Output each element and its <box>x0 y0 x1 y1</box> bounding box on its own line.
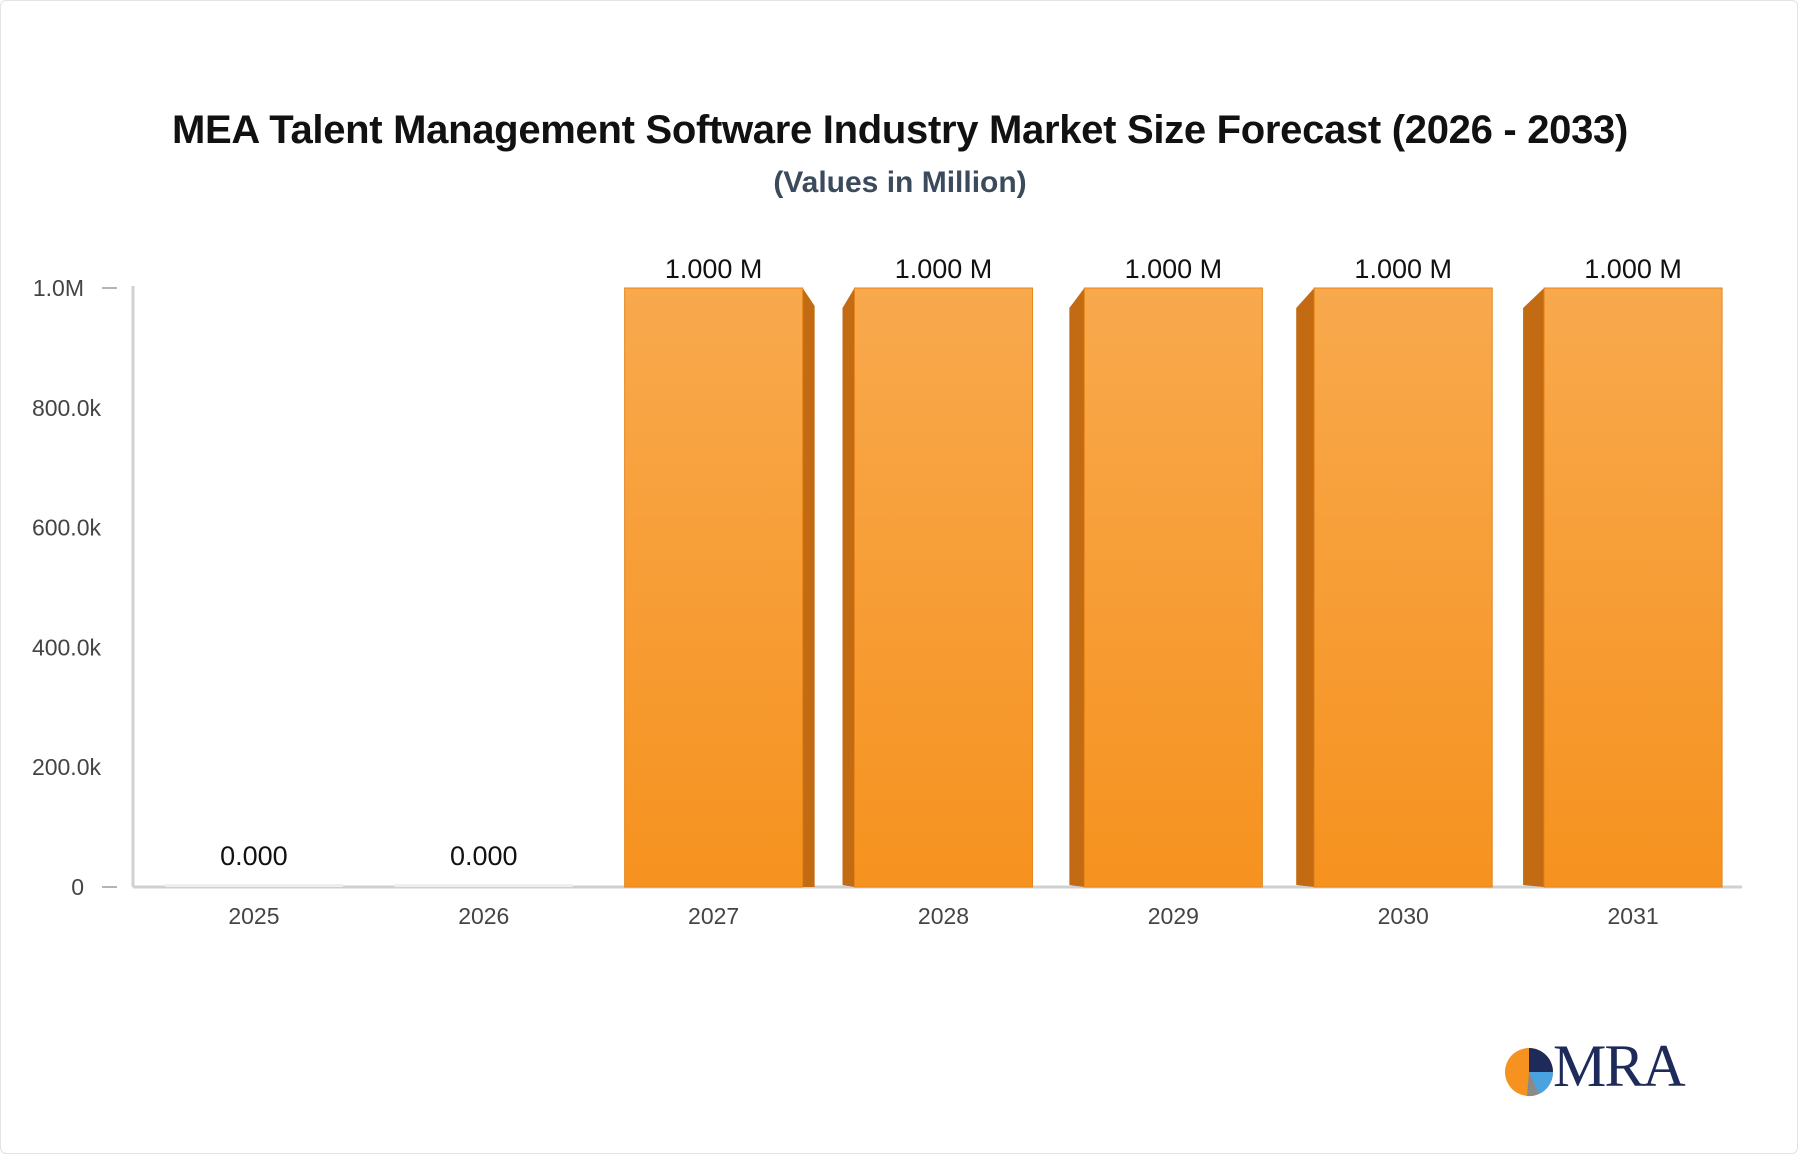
bar-data-label: 0.000 <box>450 841 518 871</box>
bar <box>164 884 343 887</box>
bar-side-face <box>842 288 855 887</box>
bar <box>1083 287 1263 888</box>
y-tick-label: 1.0M <box>33 275 84 301</box>
mra-logo: MRA <box>1505 1036 1705 1100</box>
chart-labels: 0.000 2025 0.000 2026 1.000 M 2027 1.000 M 2028… <box>220 254 1682 929</box>
chart-bars <box>164 287 1723 888</box>
logo-text: MRA <box>1553 1033 1686 1099</box>
bar <box>854 287 1033 888</box>
bar-data-label: 1.000 M <box>665 254 763 284</box>
chart-title: MEA Talent Management Software Industry … <box>171 108 1629 152</box>
bar <box>1543 287 1723 888</box>
bar-data-label: 1.000 M <box>1584 254 1682 284</box>
bar-side-face <box>802 288 815 887</box>
x-tick-label: 2027 <box>688 903 739 929</box>
y-tick-label: 200.0k <box>32 754 102 780</box>
bar <box>394 884 573 887</box>
bar-side-face <box>1296 288 1315 887</box>
y-tick-label: 600.0k <box>32 515 102 541</box>
x-tick-label: 2028 <box>918 903 969 929</box>
bar-side-face <box>1523 288 1545 887</box>
bar-data-label: 0.000 <box>220 841 288 871</box>
pie-logo-icon <box>1505 1048 1554 1097</box>
y-tick-label: 0 <box>71 874 84 900</box>
y-tick-label: 800.0k <box>32 395 102 421</box>
bar <box>1313 287 1493 888</box>
y-tick-label: 400.0k <box>32 634 102 660</box>
bar-data-label: 1.000 M <box>895 254 993 284</box>
x-tick-label: 2026 <box>458 903 509 929</box>
x-tick-label: 2025 <box>228 903 279 929</box>
x-tick-label: 2030 <box>1378 903 1429 929</box>
x-tick-label: 2031 <box>1607 903 1658 929</box>
bar <box>624 287 804 888</box>
chart-subtitle: (Values in Million) <box>773 166 1027 199</box>
bar-data-label: 1.000 M <box>1125 254 1223 284</box>
bar-side-face <box>1069 288 1085 887</box>
x-tick-label: 2029 <box>1148 903 1199 929</box>
bar-data-label: 1.000 M <box>1354 254 1452 284</box>
